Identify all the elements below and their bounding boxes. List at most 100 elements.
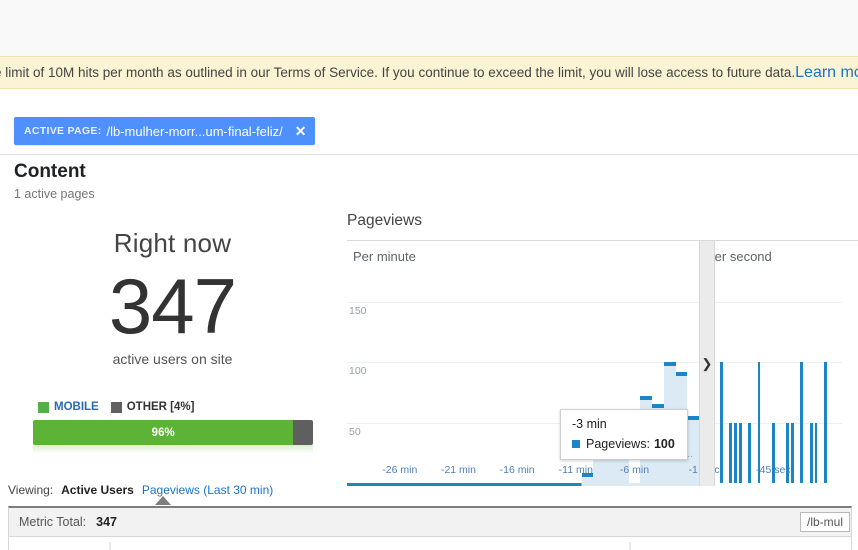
partial-bucket-marker: ... [684,449,693,460]
chart-bar[interactable] [546,241,558,486]
tooltip-series-value: 100 [653,437,675,451]
pageviews-chart-frame: Per minute 50 100 150 -26 min -21 min -16 mi… [347,240,858,486]
active-users-caption: active users on site [112,351,233,367]
chart-bar[interactable] [799,241,804,483]
device-bar-reflection [33,445,313,454]
legend-item-other[interactable]: OTHER [4%] [110,401,195,413]
chart-bar[interactable] [440,241,453,486]
chart-bar[interactable] [728,241,733,483]
chart-bar[interactable] [523,241,535,486]
viewing-label: Viewing: [8,483,54,497]
pageviews-title: Pageviews [347,212,422,229]
gridline [347,362,699,363]
device-breakdown-bar[interactable]: 96% [33,420,313,445]
chart-bar[interactable] [747,241,752,483]
per-second-bars [700,241,842,483]
per-second-label: Per second [706,249,772,264]
gridline [347,301,699,303]
learn-more-link[interactable]: Learn more ab [795,63,858,81]
x-axis-tick-label: -26 min [382,464,418,476]
chart-bar[interactable] [534,241,547,486]
viewing-tabs: Viewing: Active Users Pageviews (Last 30… [8,483,273,497]
chart-bar[interactable] [487,241,500,486]
y-axis-tick-label: 100 [349,365,367,377]
per-minute-label: Per minute [353,249,416,264]
chart-bar[interactable] [837,241,842,483]
device-segment-other[interactable] [293,420,313,445]
chart-bar[interactable] [429,241,441,486]
chart-tooltip: -3 min Pageviews: 100 [560,409,688,460]
quota-warning-text: e limit of 10M hits per month as outline… [0,65,796,80]
tooltip-series-label: Pageviews: [586,437,650,451]
content-heading: Content 1 active pages [14,161,95,201]
legend-item-mobile[interactable]: MOBILE [38,401,99,413]
right-now-panel: Right now 347 active users on site [0,228,345,367]
chart-bar[interactable] [393,241,406,486]
tooltip-series-swatch-icon [572,440,580,448]
chart-bar[interactable] [809,241,814,483]
gridline [700,422,842,424]
metric-total-value: 347 [96,515,118,529]
metric-total-label: Metric Total: [19,515,87,529]
right-now-title: Right now [113,228,232,258]
per-second-chart[interactable]: Per second 123 -60 sec-45 sec [699,241,842,486]
chart-bar[interactable] [417,241,429,486]
gridline [347,422,699,424]
x-axis-tick-label: -21 min [440,464,476,476]
x-axis-tick-label: -45 sec [756,464,791,476]
tab-active-users[interactable]: Active Users [61,483,134,497]
chart-bar[interactable] [358,241,371,486]
chart-bar[interactable] [785,241,790,483]
chart-bar[interactable] [733,241,738,483]
per-minute-axis-line [347,483,699,486]
tooltip-title: -3 min [572,417,607,431]
legend-label-mobile: MOBILE [54,401,99,413]
selected-tab-caret-icon [155,496,171,505]
metric-total-bar: Metric Total: 347 [8,506,852,537]
page-subtitle: 1 active pages [14,187,95,201]
top-chrome-strip [0,0,858,56]
pageviews-chart-block: Pageviews Per minute 50 100 150 -26 min -21… [347,212,858,486]
tooltip-row: Pageviews: 100 [572,437,675,451]
chart-bar[interactable] [405,241,418,486]
chart-bar[interactable] [823,241,828,483]
chart-bar[interactable] [464,241,476,486]
chart-bar[interactable] [814,241,819,483]
y-axis-tick-label: 150 [349,304,367,317]
chart-bar[interactable] [511,241,523,486]
x-axis-tick-label: -1 [688,464,698,476]
x-axis-tick-label: -6 min [619,464,650,476]
other-swatch-icon [110,401,122,413]
gridline [700,362,842,363]
chart-bar[interactable] [476,241,488,486]
chart-bar[interactable] [347,241,359,486]
chart-bar[interactable] [499,241,512,486]
device-legend: MOBILE OTHER [4%] [38,401,194,413]
chart-bar[interactable] [687,241,699,483]
page-title: Content [14,161,86,182]
table-row[interactable] [8,537,852,550]
chart-bar[interactable] [790,241,795,483]
device-segment-mobile[interactable]: 96% [33,420,294,445]
expand-chart-chevron-right-icon[interactable]: ❯ [699,241,715,486]
chart-bar[interactable] [757,241,762,483]
chart-bar[interactable] [452,241,465,486]
chart-bar[interactable] [738,241,743,483]
table-column-header[interactable]: /lb-mul [799,512,850,532]
chart-bar[interactable] [370,241,382,486]
legend-label-other: OTHER [4%] [126,401,195,413]
tab-pageviews-last-30-min[interactable]: Pageviews (Last 30 min) [141,483,274,497]
chart-bar[interactable] [771,241,776,483]
chart-bar[interactable] [581,241,594,483]
x-axis-tick-label: -11 min [558,464,593,476]
quota-warning-banner: e limit of 10M hits per month as outline… [0,56,858,89]
chart-bar[interactable] [382,241,394,486]
chart-bar[interactable] [719,241,724,483]
y-axis-tick-label: 50 [349,425,361,438]
active-page-chip[interactable]: ACTIVE PAGE: /lb-mulher-morr...um-final-… [14,117,315,145]
active-page-chip-value: /lb-mulher-morr...um-final-feliz/ [106,123,283,139]
active-page-chip-label: ACTIVE PAGE: [24,125,102,137]
close-icon[interactable]: ✕ [294,123,307,139]
mobile-swatch-icon [38,401,49,413]
